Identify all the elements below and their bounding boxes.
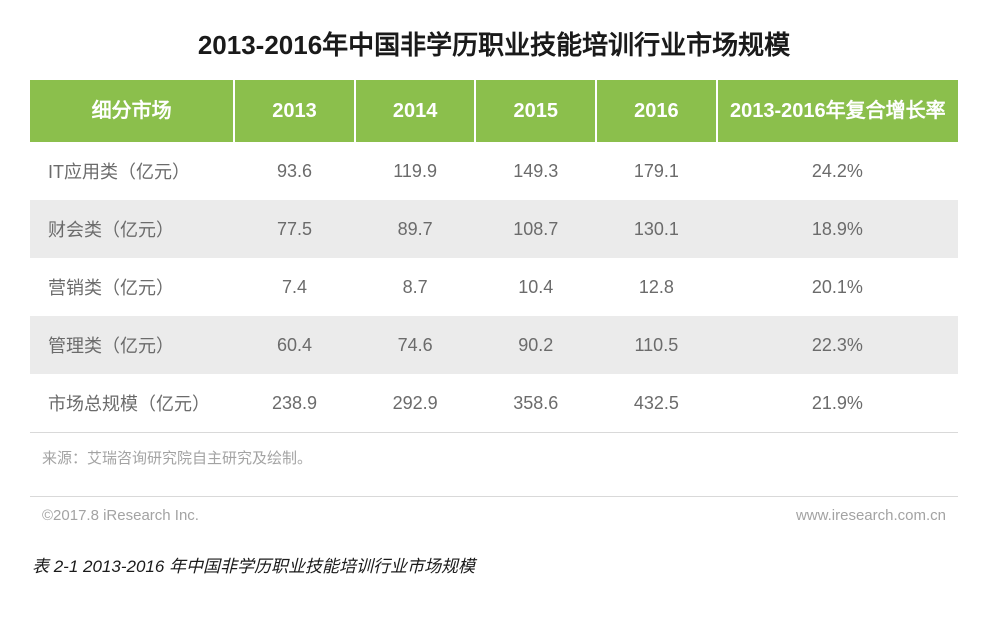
cell-value: 12.8 xyxy=(596,258,717,316)
table-row: 管理类（亿元） 60.4 74.6 90.2 110.5 22.3% xyxy=(30,316,958,374)
source-text: 来源：艾瑞咨询研究院自主研究及绘制。 xyxy=(30,433,958,497)
cell-value: 119.9 xyxy=(355,142,476,200)
document-container: 2013-2016年中国非学历职业技能培训行业市场规模 细分市场 2013 20… xyxy=(30,10,958,585)
table-footer: 来源：艾瑞咨询研究院自主研究及绘制。 ©2017.8 iResearch Inc… xyxy=(30,432,958,536)
cell-cagr: 24.2% xyxy=(717,142,958,200)
cell-segment: 管理类（亿元） xyxy=(30,316,234,374)
cell-value: 90.2 xyxy=(475,316,596,374)
cell-value: 7.4 xyxy=(234,258,355,316)
col-header-2016: 2016 xyxy=(596,80,717,142)
col-header-2015: 2015 xyxy=(475,80,596,142)
cell-value: 93.6 xyxy=(234,142,355,200)
cell-cagr: 18.9% xyxy=(717,200,958,258)
cell-value: 10.4 xyxy=(475,258,596,316)
col-header-cagr: 2013-2016年复合增长率 xyxy=(717,80,958,142)
cell-value: 110.5 xyxy=(596,316,717,374)
cell-value: 77.5 xyxy=(234,200,355,258)
cell-value: 8.7 xyxy=(355,258,476,316)
cell-value: 74.6 xyxy=(355,316,476,374)
cell-segment: 市场总规模（亿元） xyxy=(30,374,234,432)
copyright-text: ©2017.8 iResearch Inc. xyxy=(42,507,199,524)
website-text: www.iresearch.com.cn xyxy=(796,507,946,524)
cell-value: 432.5 xyxy=(596,374,717,432)
table-header-row: 细分市场 2013 2014 2015 2016 2013-2016年复合增长率 xyxy=(30,80,958,142)
cell-value: 179.1 xyxy=(596,142,717,200)
market-size-table: 细分市场 2013 2014 2015 2016 2013-2016年复合增长率… xyxy=(30,80,958,432)
cell-value: 149.3 xyxy=(475,142,596,200)
col-header-2014: 2014 xyxy=(355,80,476,142)
cell-value: 130.1 xyxy=(596,200,717,258)
cell-cagr: 21.9% xyxy=(717,374,958,432)
cell-segment: 财会类（亿元） xyxy=(30,200,234,258)
cell-value: 238.9 xyxy=(234,374,355,432)
col-header-segment: 细分市场 xyxy=(30,80,234,142)
cell-value: 89.7 xyxy=(355,200,476,258)
cell-cagr: 22.3% xyxy=(717,316,958,374)
cell-segment: 营销类（亿元） xyxy=(30,258,234,316)
col-header-2013: 2013 xyxy=(234,80,355,142)
figure-caption: 表 2-1 2013-2016 年中国非学历职业技能培训行业市场规模 xyxy=(30,536,958,585)
cell-value: 108.7 xyxy=(475,200,596,258)
table-row: 财会类（亿元） 77.5 89.7 108.7 130.1 18.9% xyxy=(30,200,958,258)
table-row: 市场总规模（亿元） 238.9 292.9 358.6 432.5 21.9% xyxy=(30,374,958,432)
cell-value: 358.6 xyxy=(475,374,596,432)
cell-cagr: 20.1% xyxy=(717,258,958,316)
main-title: 2013-2016年中国非学历职业技能培训行业市场规模 xyxy=(30,10,958,80)
copyright-row: ©2017.8 iResearch Inc. www.iresearch.com… xyxy=(30,497,958,536)
cell-value: 60.4 xyxy=(234,316,355,374)
cell-segment: IT应用类（亿元） xyxy=(30,142,234,200)
table-row: 营销类（亿元） 7.4 8.7 10.4 12.8 20.1% xyxy=(30,258,958,316)
table-row: IT应用类（亿元） 93.6 119.9 149.3 179.1 24.2% xyxy=(30,142,958,200)
cell-value: 292.9 xyxy=(355,374,476,432)
